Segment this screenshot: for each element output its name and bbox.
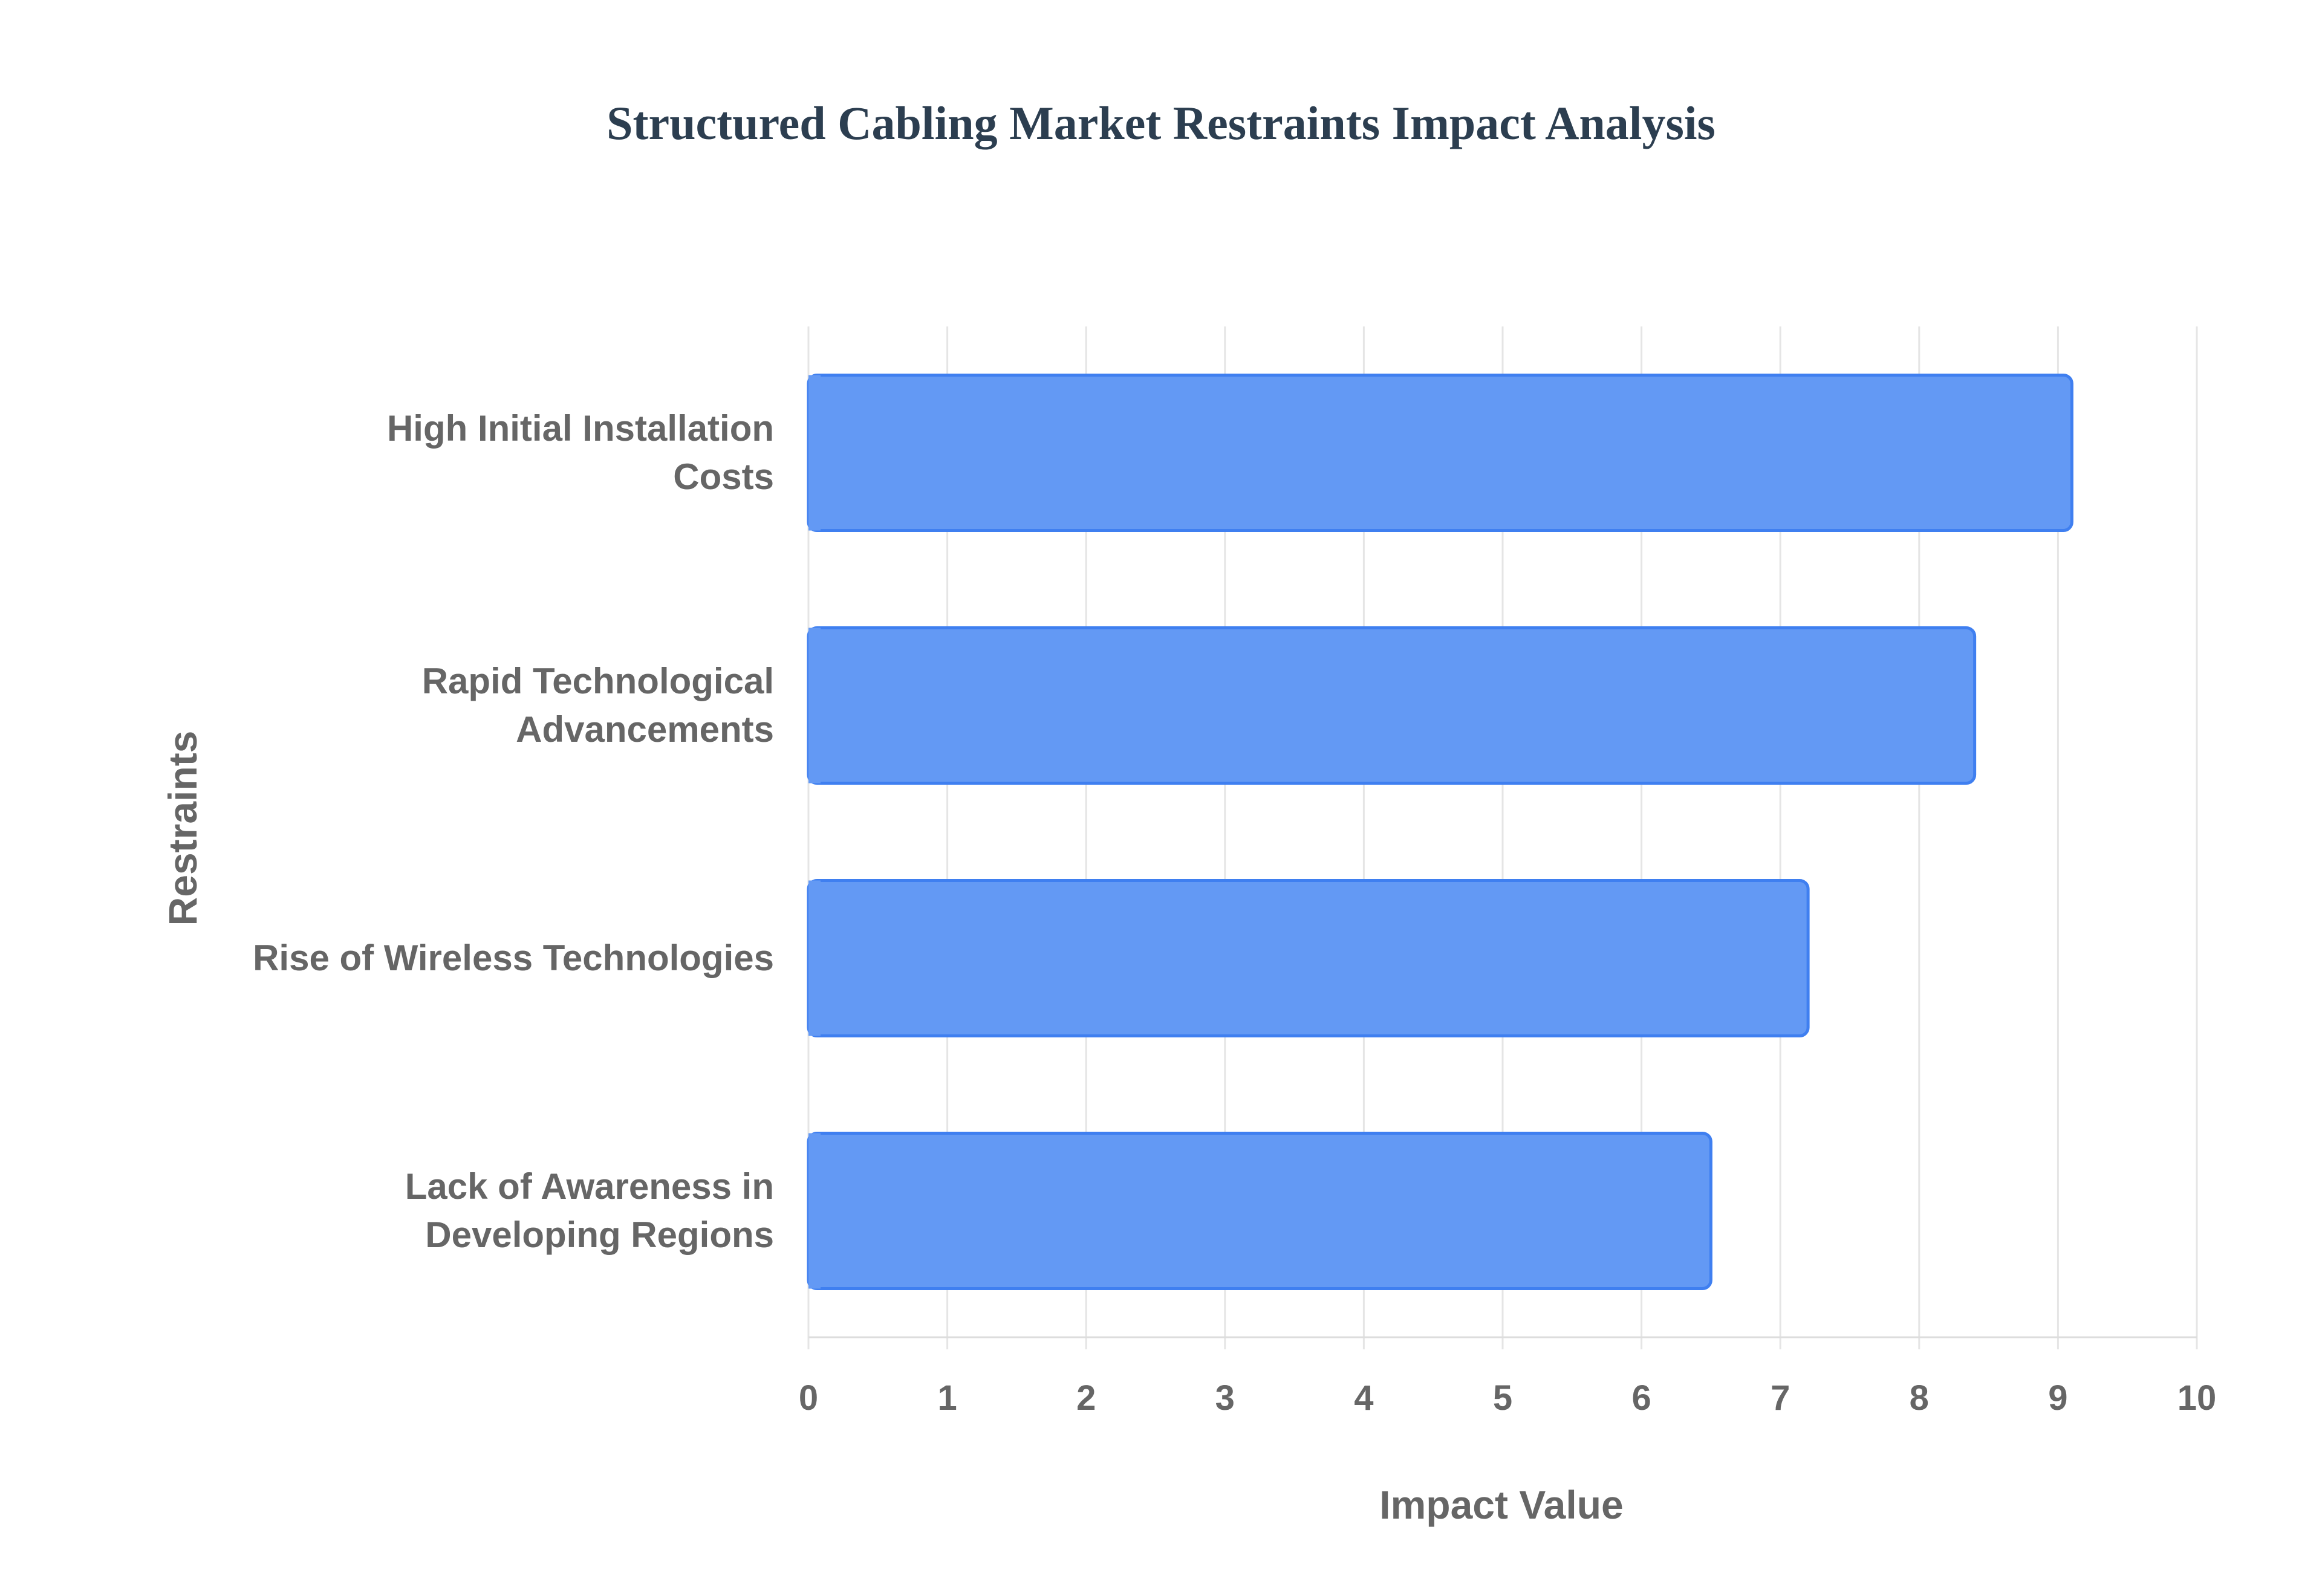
bar-left-edge bbox=[808, 628, 821, 783]
x-tick-label: 3 bbox=[1215, 1378, 1235, 1418]
bar-left-edge bbox=[808, 880, 821, 1036]
y-category-label: Costs bbox=[673, 456, 774, 497]
x-tick-label: 9 bbox=[2048, 1378, 2067, 1418]
x-tick-labels: 0 1 2 3 4 5 6 7 8 9 10 bbox=[799, 1378, 2216, 1418]
x-tick-label: 2 bbox=[1076, 1378, 1096, 1418]
x-tick-label: 10 bbox=[2177, 1378, 2217, 1418]
y-category-label: Advancements bbox=[516, 709, 774, 750]
x-tick-label: 7 bbox=[1771, 1378, 1790, 1418]
y-category-label: Rapid Technological bbox=[422, 661, 774, 701]
y-category-label: Lack of Awareness in bbox=[405, 1166, 774, 1207]
x-tick-label: 5 bbox=[1493, 1378, 1512, 1418]
x-tick-label: 0 bbox=[799, 1378, 818, 1418]
y-axis-title: Restraints bbox=[160, 731, 205, 926]
bar bbox=[807, 373, 2073, 533]
bar bbox=[807, 626, 1977, 785]
bar-left-edge bbox=[808, 375, 821, 531]
x-tick-label: 4 bbox=[1354, 1378, 1373, 1418]
chart-title: Structured Cabling Market Restraints Imp… bbox=[607, 97, 1715, 149]
bars bbox=[807, 373, 2073, 1291]
y-category-label: High Initial Installation bbox=[387, 408, 774, 449]
bar-left-edge bbox=[808, 1133, 821, 1289]
y-category-label: Developing Regions bbox=[425, 1215, 774, 1255]
x-tick-label: 8 bbox=[1910, 1378, 1929, 1418]
category-labels: High Initial Installation Costs Rapid Tech… bbox=[253, 408, 774, 1255]
x-axis-title: Impact Value bbox=[1379, 1482, 1624, 1527]
y-category-label: Rise of Wireless Technologies bbox=[253, 938, 774, 978]
bar bbox=[807, 878, 1810, 1038]
x-tick-label: 1 bbox=[937, 1378, 957, 1418]
bar bbox=[807, 1131, 1712, 1291]
x-tick-label: 6 bbox=[1631, 1378, 1651, 1418]
